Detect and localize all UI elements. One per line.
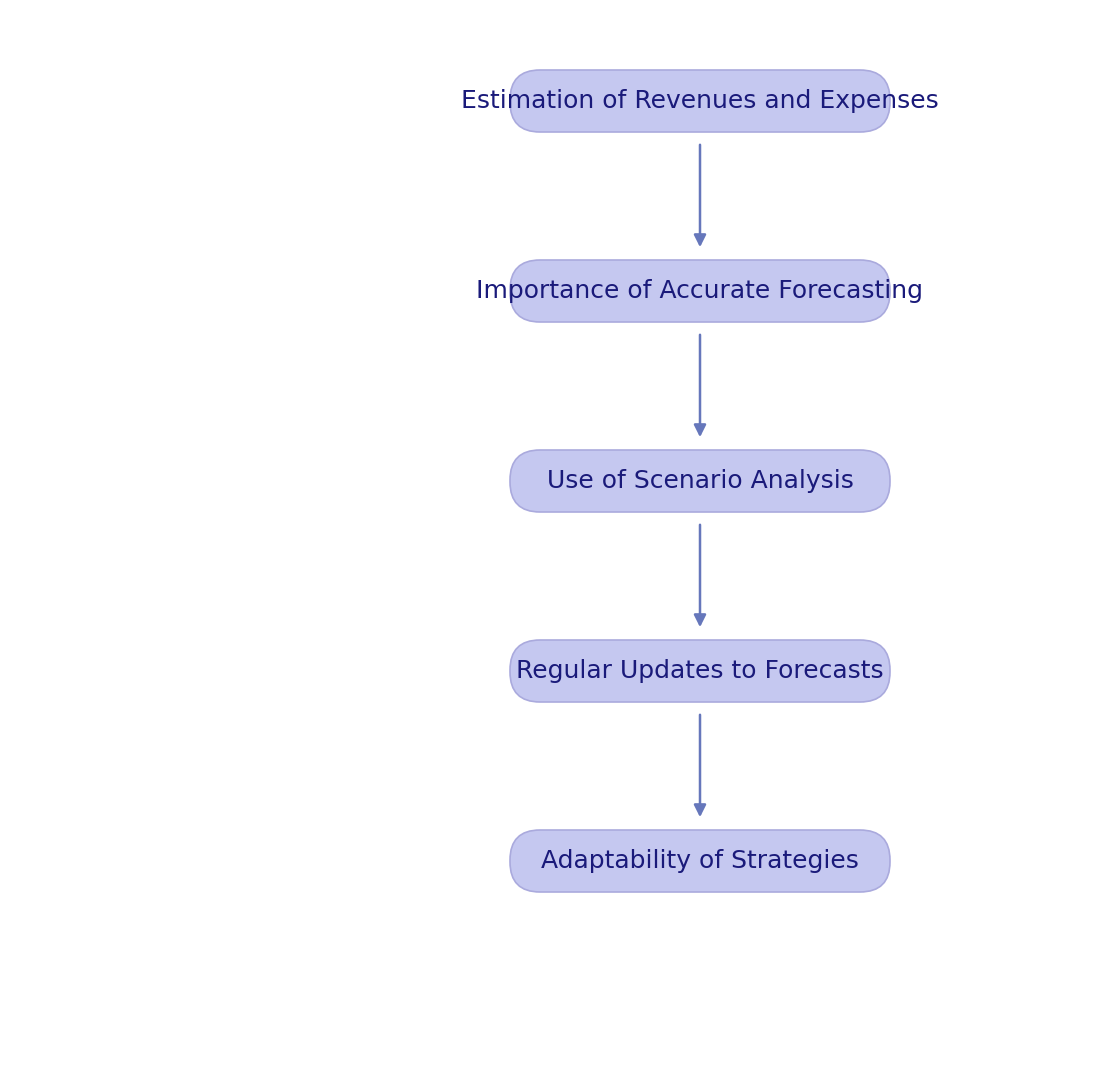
Text: Use of Scenario Analysis: Use of Scenario Analysis bbox=[547, 469, 853, 493]
Text: Importance of Accurate Forecasting: Importance of Accurate Forecasting bbox=[476, 279, 924, 303]
FancyBboxPatch shape bbox=[510, 70, 890, 132]
FancyBboxPatch shape bbox=[510, 830, 890, 892]
Text: Adaptability of Strategies: Adaptability of Strategies bbox=[541, 849, 859, 873]
FancyBboxPatch shape bbox=[510, 640, 890, 702]
FancyBboxPatch shape bbox=[510, 451, 890, 512]
Text: Estimation of Revenues and Expenses: Estimation of Revenues and Expenses bbox=[461, 89, 939, 113]
FancyBboxPatch shape bbox=[510, 260, 890, 322]
Text: Regular Updates to Forecasts: Regular Updates to Forecasts bbox=[516, 658, 884, 683]
